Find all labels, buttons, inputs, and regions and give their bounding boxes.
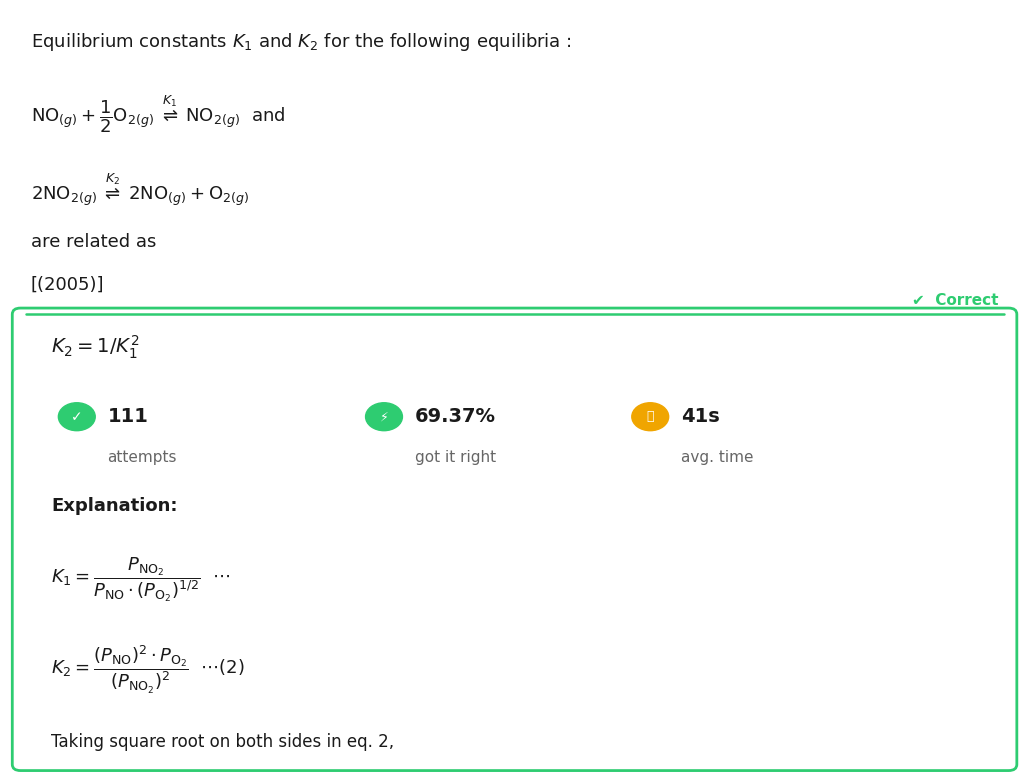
- Text: got it right: got it right: [415, 450, 496, 465]
- Text: $2\mathrm{NO}_{2(g)}\;\underset{}{\overset{K_2}{\rightleftharpoons}}\;2\mathrm{N: $2\mathrm{NO}_{2(g)}\;\underset{}{\overs…: [31, 171, 249, 207]
- Text: Explanation:: Explanation:: [51, 497, 178, 514]
- Circle shape: [58, 403, 95, 431]
- Text: 69.37%: 69.37%: [415, 407, 496, 426]
- Text: 111: 111: [108, 407, 148, 426]
- Text: [(2005)]: [(2005)]: [31, 275, 104, 293]
- Text: 41s: 41s: [681, 407, 720, 426]
- Text: ✔  Correct: ✔ Correct: [912, 293, 998, 308]
- Text: $K_2 = 1/K_1^2$: $K_2 = 1/K_1^2$: [51, 334, 139, 361]
- Circle shape: [632, 403, 669, 431]
- Text: are related as: are related as: [31, 233, 156, 251]
- Circle shape: [366, 403, 402, 431]
- Text: Equilibrium constants $K_1$ and $K_2$ for the following equilibria :: Equilibrium constants $K_1$ and $K_2$ fo…: [31, 31, 571, 53]
- Text: attempts: attempts: [108, 450, 177, 465]
- Text: avg. time: avg. time: [681, 450, 754, 465]
- Text: $K_1 = \dfrac{P_{\mathrm{NO}_2}}{P_{\mathrm{NO}} \cdot (P_{\mathrm{O}_2})^{1/2}}: $K_1 = \dfrac{P_{\mathrm{NO}_2}}{P_{\mat…: [51, 555, 230, 604]
- Text: ⚡: ⚡: [380, 411, 388, 423]
- Text: ✓: ✓: [71, 410, 83, 424]
- Text: Taking square root on both sides in eq. 2,: Taking square root on both sides in eq. …: [51, 733, 394, 751]
- FancyBboxPatch shape: [12, 308, 1017, 771]
- Text: ⏱: ⏱: [646, 411, 654, 423]
- Text: $\mathrm{NO}_{(g)} + \dfrac{1}{2}\mathrm{O}_{2(g)}\;\underset{}{\overset{K_1}{\r: $\mathrm{NO}_{(g)} + \dfrac{1}{2}\mathrm…: [31, 93, 285, 135]
- Text: $K_2 = \dfrac{(P_{\mathrm{NO}})^2 \cdot P_{\mathrm{O}_2}}{(P_{\mathrm{NO}_2})^2}: $K_2 = \dfrac{(P_{\mathrm{NO}})^2 \cdot …: [51, 644, 245, 696]
